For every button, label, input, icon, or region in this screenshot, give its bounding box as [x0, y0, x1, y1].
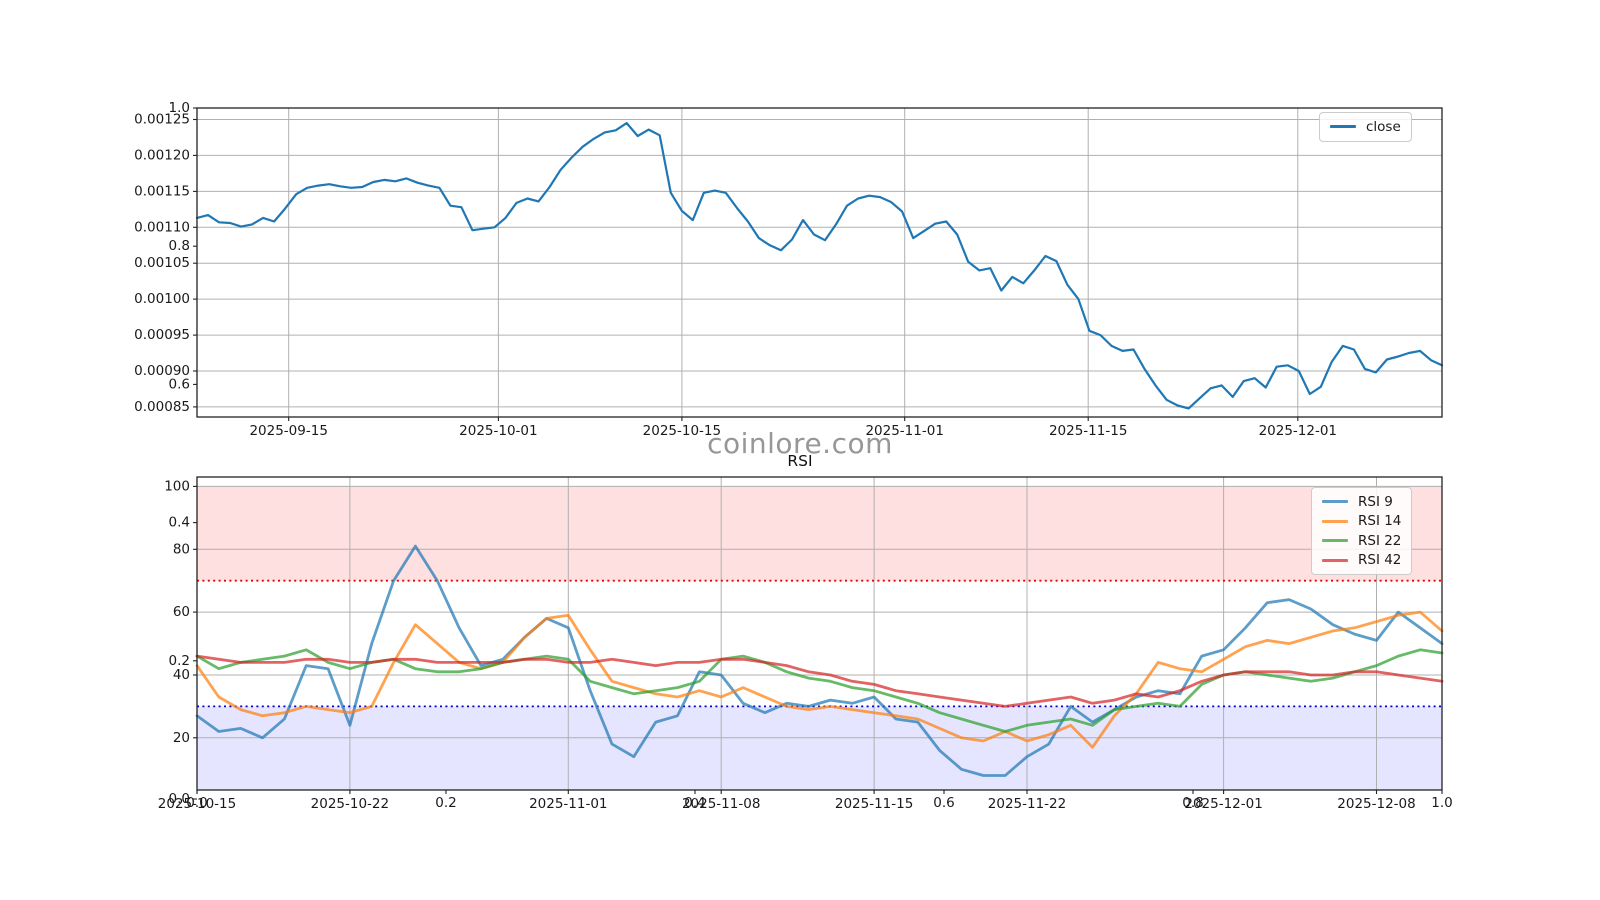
y-tick-label: 0.00110: [134, 219, 190, 235]
close-line: [195, 121, 1444, 410]
legend-label-close: close: [1366, 118, 1401, 135]
rsi-9-line-sample: [1322, 500, 1348, 504]
x-tick-label: 2025-11-01: [865, 423, 943, 439]
x-tick-label: 2025-10-15: [158, 796, 236, 812]
y-tick-label: 0.00125: [134, 112, 190, 128]
close-line-sample: [1330, 125, 1356, 129]
x-tick-label: 2025-11-15: [835, 796, 913, 812]
legend-item-rsi-42: RSI 42: [1322, 551, 1401, 571]
rsi-42-line: [195, 654, 1444, 708]
legend-rsi: RSI 9 RSI 14 RSI 22 RSI 42: [1311, 487, 1413, 575]
legend-label-rsi-9: RSI 9: [1358, 493, 1393, 510]
y-tick-label: 40: [173, 667, 190, 683]
legend-label-rsi-22: RSI 22: [1358, 532, 1402, 549]
y-tick-label: 20: [173, 730, 190, 746]
x-tick-label: 2025-10-15: [643, 423, 721, 439]
rsi-14-line-sample: [1322, 519, 1348, 523]
overlay-x-label: 0.6: [933, 795, 954, 811]
watermark: coinlore.com: [707, 427, 893, 460]
x-tick-label: 2025-11-01: [529, 796, 607, 812]
rsi-14-line: [195, 610, 1444, 749]
rsi-subplot-title: RSI: [787, 452, 813, 470]
overlay-x-label: 0.0: [186, 795, 207, 811]
rsi-22-line-sample: [1322, 539, 1348, 543]
x-tick-label: 2025-11-15: [1049, 423, 1127, 439]
y-tick-label: 60: [173, 604, 190, 620]
x-tick-label: 2025-11-08: [682, 796, 760, 812]
overlay-x-label: 0.2: [435, 795, 456, 811]
x-tick-label: 2025-12-08: [1337, 796, 1415, 812]
plot-border: [196, 476, 1443, 791]
overlay-y-label: 1.0: [169, 100, 190, 116]
overbought-band: [197, 486, 1442, 581]
y-tick-label: 0.00105: [134, 255, 190, 271]
plot-border: [196, 107, 1443, 418]
x-tick-label: 2025-12-01: [1184, 796, 1262, 812]
legend-item-close: close: [1330, 117, 1401, 137]
overlay-y-label: 0.6: [169, 376, 190, 392]
x-tick-label: 2025-11-22: [988, 796, 1066, 812]
y-tick-label: 0.00120: [134, 147, 190, 163]
legend-item-rsi-9: RSI 9: [1322, 492, 1401, 512]
overlay-y-label: 0.2: [169, 653, 190, 669]
y-tick-label: 0.00090: [134, 363, 190, 379]
rsi-9-line: [195, 544, 1444, 777]
overlay-x-label: 0.4: [684, 795, 705, 811]
x-tick-label: 2025-10-22: [311, 796, 389, 812]
y-tick-label: 100: [164, 478, 190, 494]
legend-item-rsi-14: RSI 14: [1322, 512, 1401, 532]
rsi-42-line-sample: [1322, 558, 1348, 562]
x-tick-label: 2025-09-15: [249, 423, 327, 439]
overlay-y-label: 0.8: [169, 238, 190, 254]
legend-item-rsi-22: RSI 22: [1322, 531, 1401, 551]
oversold-band: [197, 706, 1442, 790]
overlay-y-label: 0.4: [169, 515, 190, 531]
overlay-y-label: 0.0: [169, 791, 190, 807]
y-tick-label: 0.00115: [134, 183, 190, 199]
legend-label-rsi-14: RSI 14: [1358, 513, 1402, 530]
overlay-x-label: 0.8: [1182, 795, 1203, 811]
y-tick-label: 0.00085: [134, 399, 190, 415]
y-tick-label: 0.00100: [134, 291, 190, 307]
legend-label-rsi-42: RSI 42: [1358, 552, 1402, 569]
legend-close: close: [1319, 112, 1412, 142]
overlay-x-label: 1.0: [1431, 795, 1452, 811]
y-tick-label: 80: [173, 541, 190, 557]
x-tick-label: 2025-12-01: [1259, 423, 1337, 439]
y-tick-label: 0.00095: [134, 327, 190, 343]
x-tick-label: 2025-10-01: [459, 423, 537, 439]
